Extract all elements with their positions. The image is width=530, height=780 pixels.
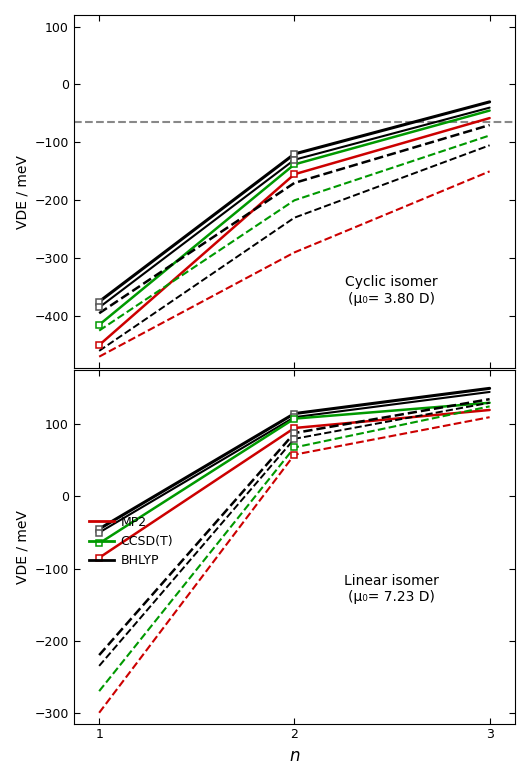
Text: Linear isomer
(μ₀= 7.23 D): Linear isomer (μ₀= 7.23 D): [344, 574, 439, 605]
Y-axis label: VDE / meV: VDE / meV: [15, 154, 29, 229]
X-axis label: n: n: [289, 747, 299, 765]
Y-axis label: VDE / meV: VDE / meV: [15, 510, 29, 584]
Text: Cyclic isomer
(μ₀= 3.80 D): Cyclic isomer (μ₀= 3.80 D): [345, 275, 438, 306]
Legend: MP2, CCSD(T), BHLYP: MP2, CCSD(T), BHLYP: [84, 511, 178, 573]
